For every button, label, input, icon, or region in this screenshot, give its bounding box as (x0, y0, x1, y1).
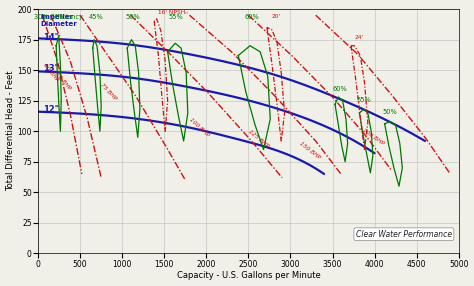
Text: 200 BHP: 200 BHP (361, 128, 384, 146)
Text: 13": 13" (43, 64, 59, 74)
Text: 50 BHP: 50 BHP (42, 63, 59, 82)
X-axis label: Capacity - U.S. Gallons per Minute: Capacity - U.S. Gallons per Minute (176, 271, 320, 281)
Text: 50%: 50% (383, 109, 397, 115)
Text: 55%: 55% (356, 97, 371, 103)
Text: 12": 12" (43, 105, 59, 114)
Text: 30% Efficiency: 30% Efficiency (34, 14, 83, 20)
Text: 100 BHP: 100 BHP (189, 117, 210, 138)
Y-axis label: Total Differential Head - Feet: Total Differential Head - Feet (6, 71, 15, 192)
Text: Clear Water Performance: Clear Water Performance (356, 230, 452, 239)
Text: 75 BHP: 75 BHP (99, 83, 117, 102)
Text: 16' NPSHₙ: 16' NPSHₙ (157, 10, 187, 15)
Text: 60%: 60% (333, 86, 347, 92)
Text: 125 BHP: 125 BHP (247, 129, 270, 148)
Text: 60 BHP: 60 BHP (54, 72, 71, 91)
Text: 14": 14" (43, 33, 59, 42)
Text: 55%: 55% (169, 14, 183, 20)
Text: 45%: 45% (89, 14, 103, 20)
Text: 24': 24' (355, 35, 364, 39)
Text: 60%: 60% (245, 14, 259, 20)
Text: 50%: 50% (126, 14, 140, 20)
Text: Impeller
Diameter: Impeller Diameter (41, 14, 77, 27)
Text: 20': 20' (271, 14, 280, 19)
Text: 150 BHP: 150 BHP (299, 141, 321, 160)
